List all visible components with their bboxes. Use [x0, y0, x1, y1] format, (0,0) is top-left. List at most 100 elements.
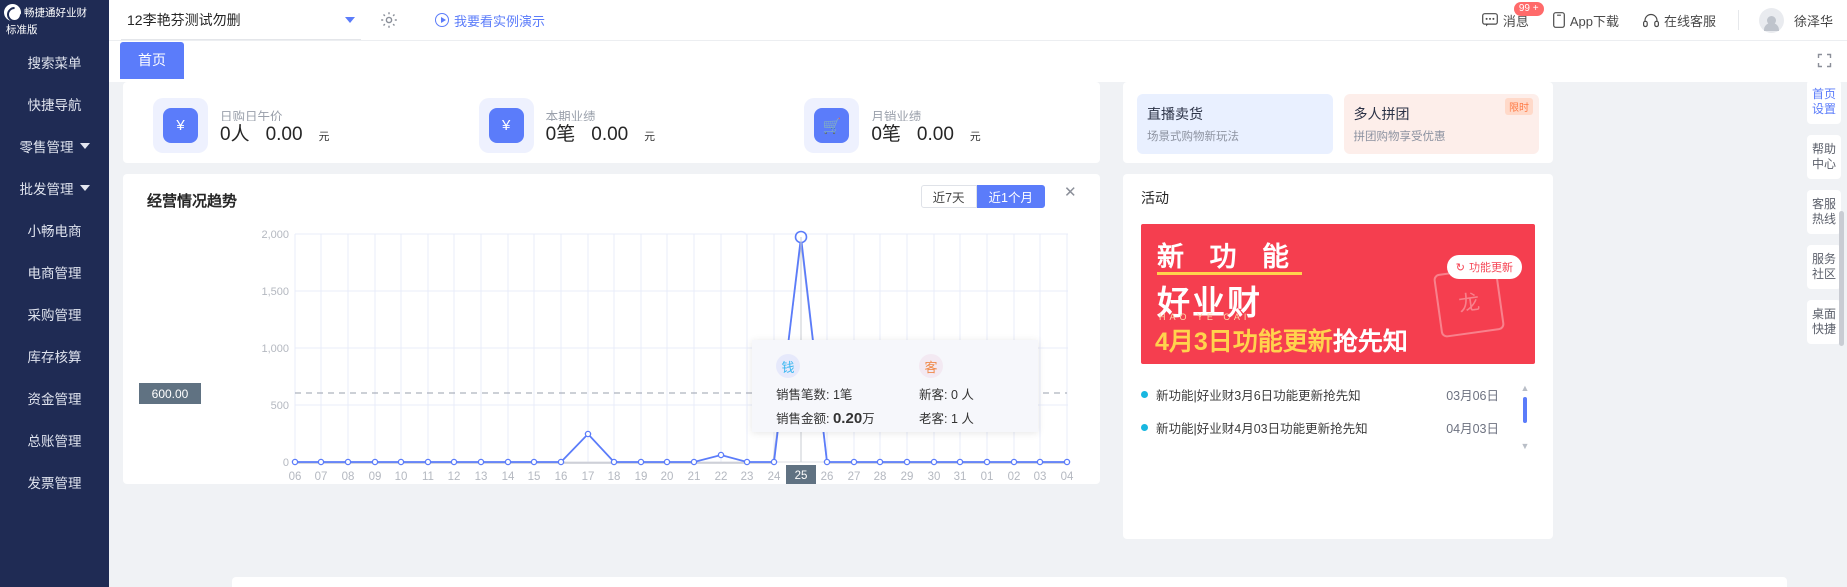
- header-right-actions: 消息 99 + App下载 在线客服: [1458, 1, 1847, 33]
- page-content: ¥ 日购日午价 0人 0.00 元 ¥ 本期业绩: [109, 82, 1847, 587]
- play-circle-icon: [435, 13, 449, 27]
- online-support-label: 在线客服: [1663, 13, 1716, 29]
- sidebar-item-retail[interactable]: 零售管理: [0, 125, 109, 167]
- chart-title: 经营情况趋势: [147, 193, 238, 210]
- svg-text:03: 03: [1034, 471, 1047, 483]
- caret-down-icon[interactable]: ▼: [1520, 441, 1530, 451]
- chevron-down-icon: [79, 143, 90, 149]
- activity-title: 活动: [1141, 190, 1169, 206]
- news-scroller[interactable]: ▲ ▼: [1517, 380, 1533, 451]
- bottom-card-strip: [232, 577, 1787, 587]
- svg-text:24: 24: [768, 471, 781, 483]
- range-1month-button[interactable]: 近1个月: [976, 185, 1045, 208]
- brand-logo[interactable]: 畅捷通好业财 标准版: [0, 0, 109, 41]
- promo-group-buy[interactable]: 限时 多人拼团 拼团购物享受优惠: [1343, 94, 1539, 154]
- sidebar-item-ledger[interactable]: 总账管理: [0, 419, 109, 461]
- sidebar-item-label: 搜索菜单: [27, 56, 82, 71]
- feature-update-pill[interactable]: ↻ 功能更新: [1446, 255, 1522, 279]
- user-avatar-icon[interactable]: [1758, 7, 1784, 33]
- tooltip-value: 0 人: [950, 388, 974, 402]
- svg-text:29: 29: [901, 471, 914, 483]
- svg-text:1,500: 1,500: [261, 286, 289, 298]
- org-selector[interactable]: 12李艳芬测试勿删: [121, 0, 361, 40]
- brand-name: 畅捷通好业财: [24, 6, 87, 19]
- sidebar-item-xiaochang-ecom[interactable]: 小畅电商: [0, 209, 109, 251]
- tab-home[interactable]: 首页: [120, 42, 184, 79]
- messages-badge: 99 +: [1513, 1, 1544, 16]
- promo-live-selling[interactable]: 直播卖货 场景式购物新玩法: [1137, 94, 1333, 154]
- sidebar-item-ecom-manage[interactable]: 电商管理: [0, 251, 109, 293]
- rail-line2: 设置: [1811, 102, 1836, 116]
- close-icon[interactable]: ✕: [1064, 184, 1077, 201]
- banner-line2-sub: HAO YE CAI: [1159, 312, 1251, 322]
- range-7days-button[interactable]: 近7天: [920, 185, 977, 208]
- svg-text:500: 500: [271, 400, 289, 412]
- tooltip-line: 新客: 0 人: [919, 384, 1038, 403]
- stat-amount: 0.00: [916, 123, 954, 145]
- sidebar-item-funds[interactable]: 资金管理: [0, 377, 109, 419]
- svg-text:15: 15: [528, 471, 541, 483]
- dragon-stamp-icon: 龙: [1432, 265, 1506, 339]
- rail-button-desktop-shortcut[interactable]: 桌面 快捷: [1807, 300, 1841, 344]
- svg-text:07: 07: [315, 471, 328, 483]
- svg-text:18: 18: [608, 471, 621, 483]
- list-item[interactable]: 新功能|好业财3月6日功能更新抢先知 03月06日: [1141, 378, 1535, 411]
- stat-amount: 0.00: [591, 123, 629, 145]
- sidebar-item-inventory[interactable]: 库存核算: [0, 335, 109, 377]
- tooltip-money-column: 钱 销售笔数: 1笔 销售金额: 0.20万: [752, 354, 895, 432]
- app-download-button[interactable]: App下载: [1552, 11, 1619, 30]
- expand-icon[interactable]: [1815, 51, 1833, 69]
- left-sidebar: 搜索菜单 快捷导航 零售管理 批发管理 小畅电商 电商管理 采购管理 库存核算 …: [0, 41, 109, 587]
- gear-icon[interactable]: [379, 10, 399, 30]
- sidebar-item-label: 发票管理: [27, 476, 82, 491]
- range-segmented-control: 近7天 近1个月: [920, 185, 1045, 208]
- svg-text:14: 14: [502, 471, 515, 483]
- messages-button[interactable]: 消息 99 +: [1481, 1, 1544, 30]
- headset-icon: [1642, 13, 1659, 27]
- stat-people: 0笔: [545, 123, 576, 145]
- tooltip-value: 1 人: [950, 412, 974, 426]
- sidebar-item-wholesale[interactable]: 批发管理: [0, 167, 109, 209]
- activity-banner[interactable]: 新 功 能 好业财 HAO YE CAI 4月3日功能更新抢先知 ↻ 功能更新 …: [1141, 224, 1535, 364]
- scroll-thumb[interactable]: [1523, 397, 1527, 423]
- customer-badge-icon: 客: [919, 354, 943, 378]
- svg-text:25: 25: [795, 470, 808, 482]
- tooltip-value: 0.20: [832, 410, 863, 427]
- svg-text:16: 16: [555, 471, 568, 483]
- sidebar-item-invoice[interactable]: 发票管理: [0, 461, 109, 503]
- svg-text:2,000: 2,000: [261, 229, 289, 241]
- promo-subtitle: 场景式购物新玩法: [1147, 131, 1239, 143]
- svg-text:06: 06: [289, 471, 302, 483]
- stat-title: 月销业绩: [871, 109, 922, 121]
- svg-text:30: 30: [928, 471, 941, 483]
- tooltip-label: 销售金额:: [776, 412, 830, 426]
- tooltip-line: 销售笔数: 1笔: [776, 384, 895, 403]
- activity-card: 活动 新 功 能 好业财 HAO YE CAI 4月3日功能更新抢先知 ↻ 功能…: [1123, 174, 1553, 539]
- caret-up-icon[interactable]: ▲: [1520, 383, 1530, 393]
- page-scrollbar[interactable]: [1839, 211, 1844, 346]
- rail-button-service-community[interactable]: 服务 社区: [1807, 245, 1841, 289]
- online-support-button[interactable]: 在线客服: [1642, 11, 1716, 30]
- svg-text:17: 17: [582, 471, 595, 483]
- tab-bar: 首页: [109, 41, 1847, 82]
- tooltip-label: 老客:: [919, 412, 948, 426]
- rail-button-home-settings[interactable]: 首页 设置: [1807, 80, 1841, 124]
- svg-text:22: 22: [715, 471, 728, 483]
- sidebar-item-quick-nav[interactable]: 快捷导航: [0, 83, 109, 125]
- yen-badge-icon: ¥: [478, 98, 534, 153]
- sidebar-item-label: 小畅电商: [27, 224, 82, 239]
- activity-column: 活动 新 功 能 好业财 HAO YE CAI 4月3日功能更新抢先知 ↻ 功能…: [1123, 174, 1553, 587]
- chanjet-logo-icon: [4, 3, 21, 21]
- sidebar-item-purchase[interactable]: 采购管理: [0, 293, 109, 335]
- svg-text:28: 28: [874, 471, 887, 483]
- rail-button-support-hotline[interactable]: 客服 热线: [1807, 190, 1841, 234]
- demo-link[interactable]: 我要看实例演示: [435, 11, 545, 30]
- cart-badge-icon: 🛒: [804, 98, 860, 153]
- stats-card: ¥ 日购日午价 0人 0.00 元 ¥ 本期业绩: [123, 82, 1100, 163]
- promo-subtitle: 拼团购物享受优惠: [1353, 131, 1446, 143]
- list-item[interactable]: 新功能|好业财4月03日功能更新抢先知 04月03日: [1141, 411, 1535, 444]
- sidebar-item-search-menu[interactable]: 搜索菜单: [0, 41, 109, 83]
- chevron-down-icon: [345, 16, 355, 23]
- rail-button-help-center[interactable]: 帮助 中心: [1807, 135, 1841, 179]
- user-name[interactable]: 徐泽华: [1793, 13, 1833, 29]
